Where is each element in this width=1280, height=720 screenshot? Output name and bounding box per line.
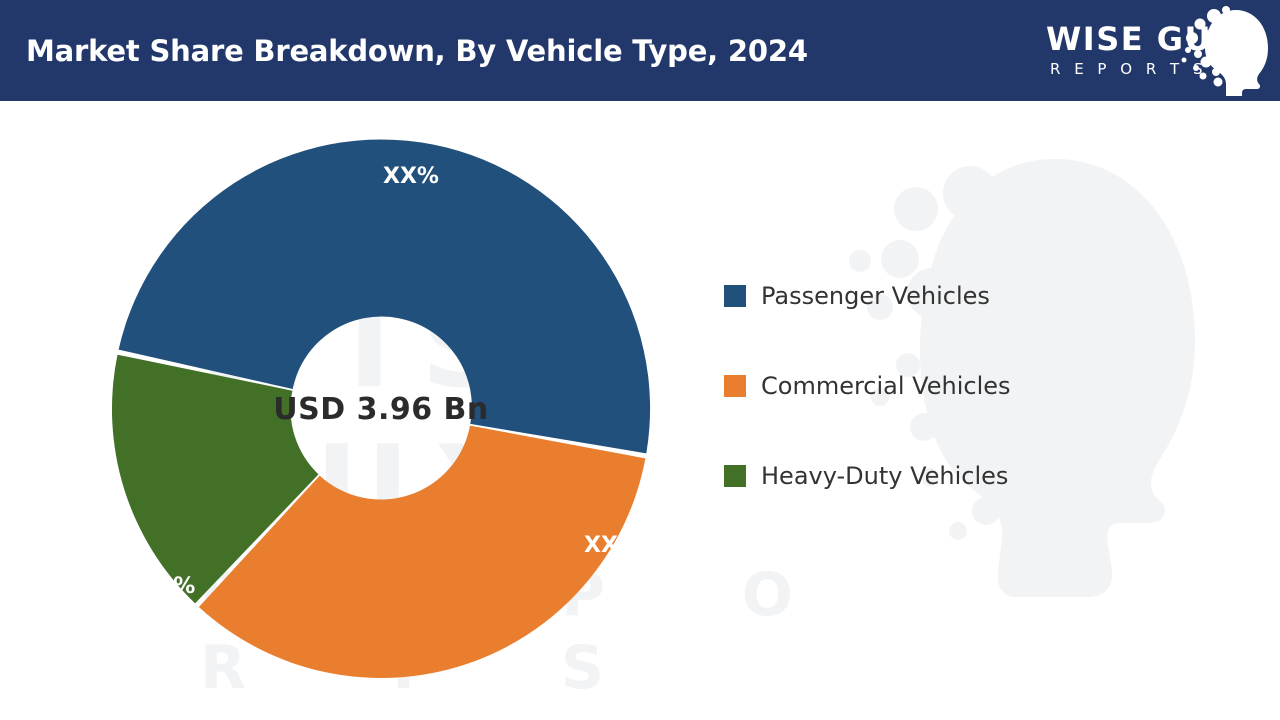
donut-slice-heavy-duty-vehicles[interactable] bbox=[111, 354, 319, 604]
legend-swatch-icon-heavy-duty-vehicles bbox=[724, 465, 746, 487]
legend-item-commercial-vehicles[interactable]: Commercial Vehicles bbox=[724, 341, 1054, 431]
donut-center-value: USD 3.96 Bn bbox=[273, 391, 489, 427]
legend-swatch-icon-passenger-vehicles bbox=[724, 285, 746, 307]
logo-wordmark-line2: R E P O R T S bbox=[1050, 60, 1207, 78]
legend-item-heavy-duty-vehicles[interactable]: Heavy-Duty Vehicles bbox=[724, 431, 1054, 521]
donut-label-passenger-vehicles: 49.4% bbox=[119, 574, 196, 599]
donut-chart: 49.4% XX% XX% USD 3.96 Bn bbox=[106, 134, 656, 684]
donut-label-commercial-vehicles: XX% bbox=[584, 533, 640, 558]
legend-label-heavy-duty-vehicles: Heavy-Duty Vehicles bbox=[761, 462, 1009, 490]
donut-slice-passenger-vehicles[interactable] bbox=[118, 139, 651, 454]
wise-guy-reports-logo: WISE GUY R E P O R T S bbox=[1046, 6, 1268, 96]
legend-item-passenger-vehicles[interactable]: Passenger Vehicles bbox=[724, 251, 1054, 341]
page-header: Market Share Breakdown, By Vehicle Type,… bbox=[0, 0, 1280, 101]
legend-swatch-icon-commercial-vehicles bbox=[724, 375, 746, 397]
chart-body: WISE GUY R E P O R T S bbox=[0, 101, 1280, 720]
chart-legend: Passenger Vehicles Commercial Vehicles H… bbox=[724, 251, 1054, 521]
legend-label-commercial-vehicles: Commercial Vehicles bbox=[761, 372, 1011, 400]
legend-label-passenger-vehicles: Passenger Vehicles bbox=[761, 282, 990, 310]
donut-slice-commercial-vehicles[interactable] bbox=[198, 425, 646, 678]
page-title: Market Share Breakdown, By Vehicle Type,… bbox=[26, 33, 808, 68]
donut-label-heavy-duty-vehicles: XX% bbox=[383, 164, 439, 189]
donut-chart-svg bbox=[111, 139, 651, 678]
